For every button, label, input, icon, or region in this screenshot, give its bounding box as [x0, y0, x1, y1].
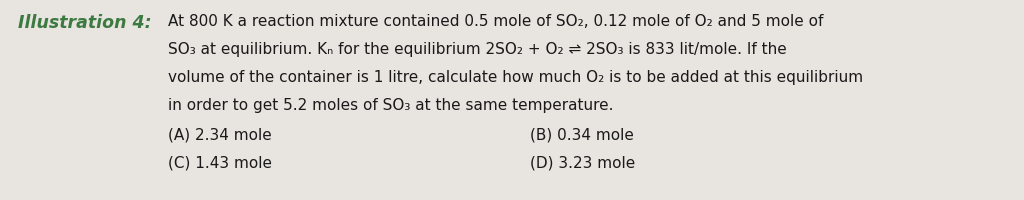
Text: (B) 0.34 mole: (B) 0.34 mole [530, 128, 634, 143]
Text: (A) 2.34 mole: (A) 2.34 mole [168, 128, 271, 143]
Text: SO₃ at equilibrium. Kₙ for the equilibrium 2SO₂ + O₂ ⇌ 2SO₃ is 833 lit/mole. If : SO₃ at equilibrium. Kₙ for the equilibri… [168, 42, 786, 57]
Text: At 800 K a reaction mixture contained 0.5 mole of SO₂, 0.12 mole of O₂ and 5 mol: At 800 K a reaction mixture contained 0.… [168, 14, 823, 29]
Text: Illustration 4:: Illustration 4: [18, 14, 152, 32]
Text: (D) 3.23 mole: (D) 3.23 mole [530, 156, 635, 171]
Text: volume of the container is 1 litre, calculate how much O₂ is to be added at this: volume of the container is 1 litre, calc… [168, 70, 863, 85]
Text: in order to get 5.2 moles of SO₃ at the same temperature.: in order to get 5.2 moles of SO₃ at the … [168, 98, 613, 113]
Text: (C) 1.43 mole: (C) 1.43 mole [168, 156, 272, 171]
